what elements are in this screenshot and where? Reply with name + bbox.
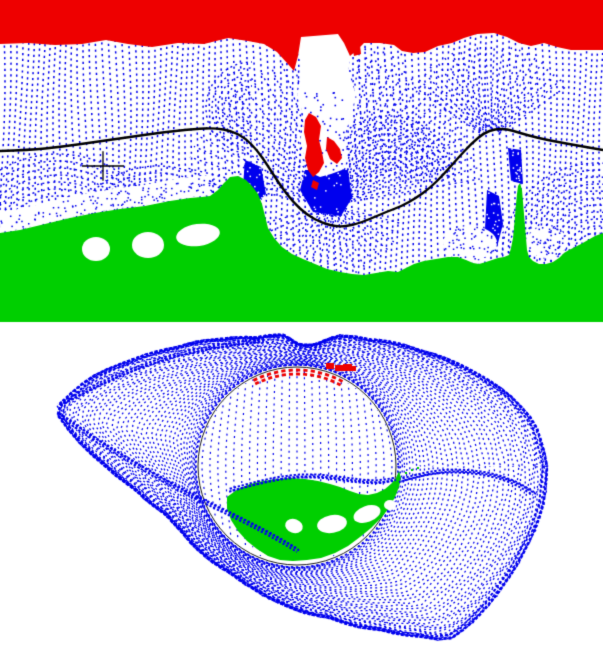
- synoptic-map-panel: [0, 0, 603, 325]
- sphere-view-panel: [0, 325, 603, 645]
